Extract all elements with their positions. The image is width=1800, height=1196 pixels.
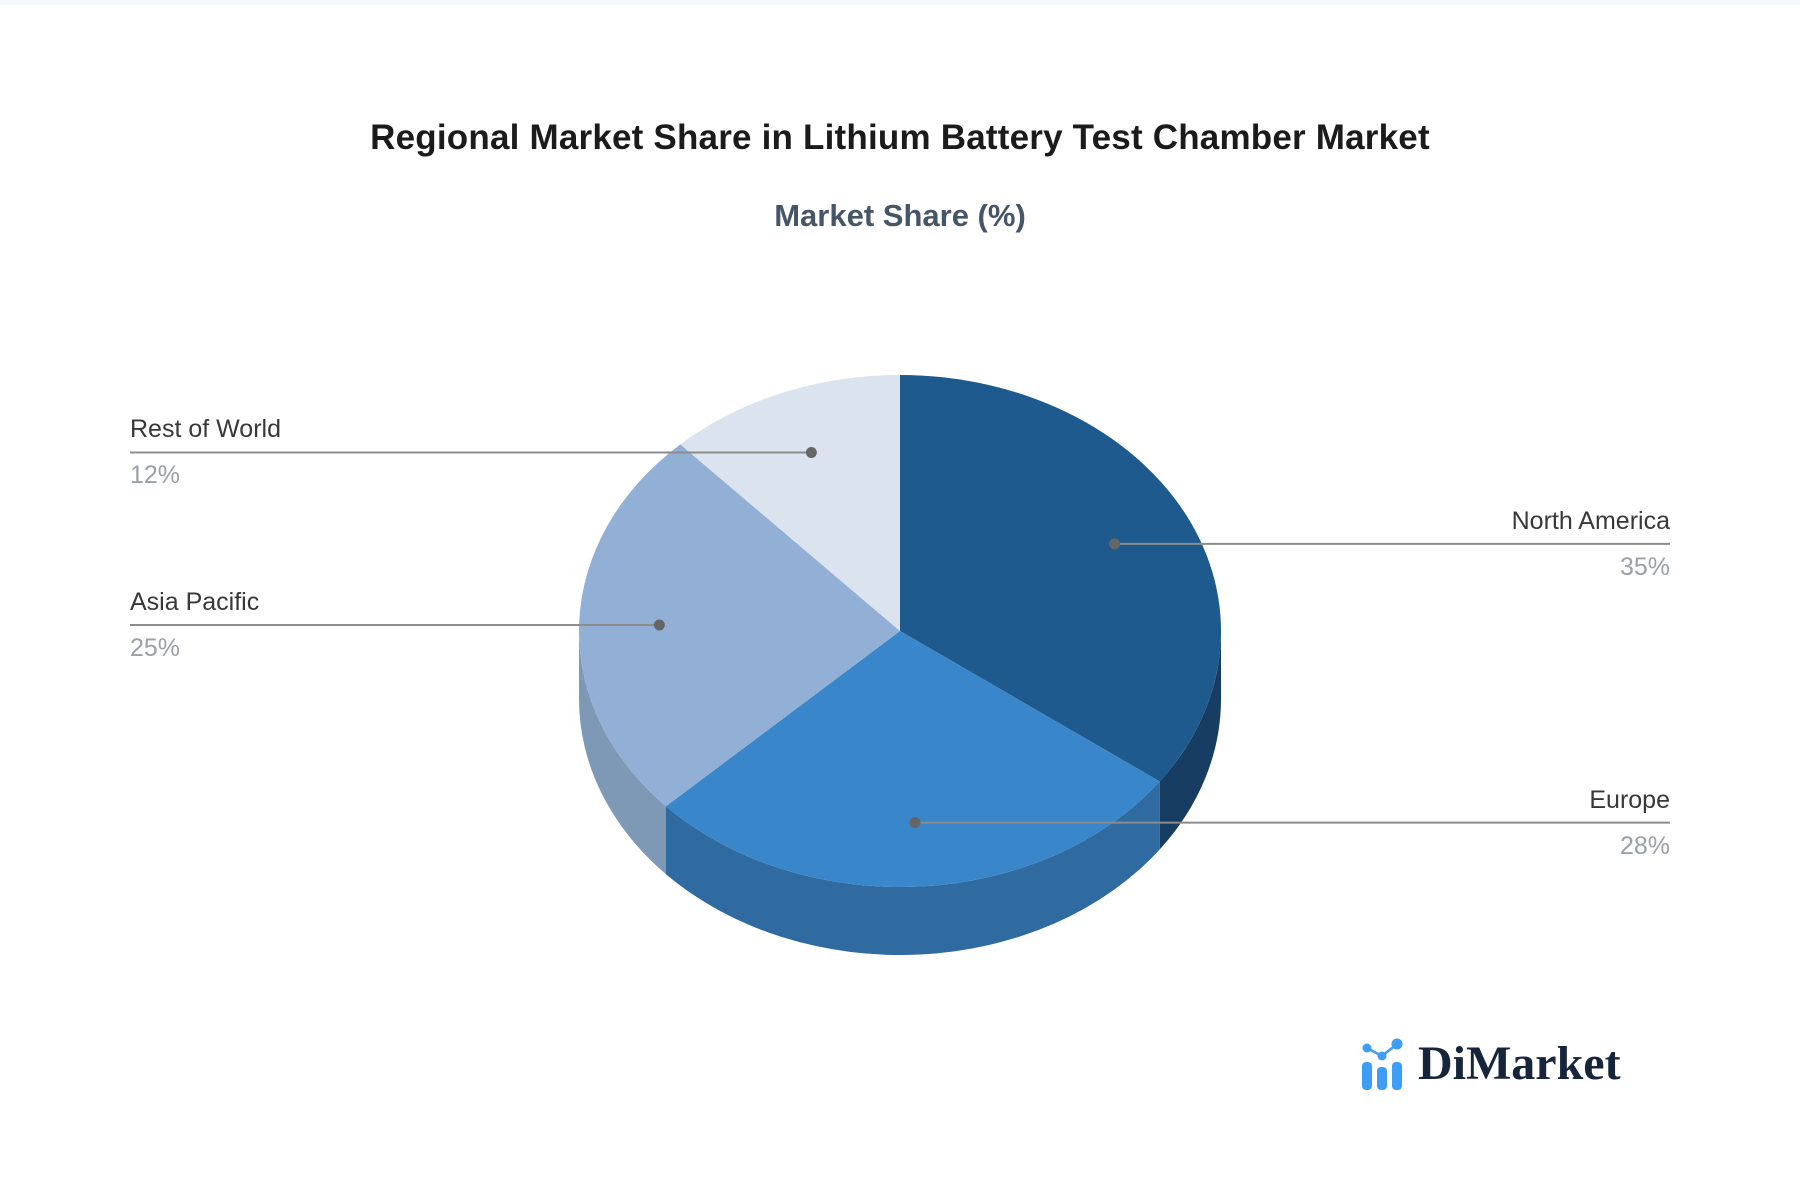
leader-dot-rest-of-world — [805, 446, 817, 458]
pie-slice-side-north-america — [1159, 631, 1221, 850]
slice-label-percent: 28% — [1619, 832, 1670, 860]
pie-slice-rest-of-world[interactable] — [680, 375, 900, 631]
bar-chart-icon — [1362, 1038, 1403, 1090]
leader-dot-asia-pacific — [653, 619, 665, 631]
pie-slice-side-europe — [666, 781, 1160, 955]
dimarket-logo: DiMarket — [1360, 1038, 1621, 1090]
slice-label-name: Rest of World — [130, 415, 281, 443]
slice-label-name: Europe — [1589, 786, 1670, 814]
slice-label-percent: 35% — [1619, 553, 1670, 581]
top-strip — [0, 0, 1800, 5]
logo-text: DiMarket — [1418, 1037, 1621, 1090]
slice-label-europe: Europe 28% — [1589, 785, 1670, 861]
pie-slice-asia-pacific[interactable] — [579, 444, 900, 807]
chart-subtitle: Market Share (%) — [774, 198, 1026, 233]
pie-slice-north-america[interactable] — [900, 375, 1221, 782]
slice-label-rest-of-world: Rest of World 12% — [130, 414, 281, 490]
slice-label-name: North America — [1511, 507, 1670, 535]
pie-slice-side-asia-pacific — [579, 631, 667, 875]
slice-label-name: Asia Pacific — [130, 588, 260, 616]
slice-label-asia-pacific: Asia Pacific 25% — [130, 587, 259, 663]
chart-title: Regional Market Share in Lithium Battery… — [370, 118, 1430, 157]
slice-label-percent: 12% — [130, 461, 181, 489]
slice-label-percent: 25% — [130, 634, 181, 662]
slice-label-north-america: North America 35% — [1512, 506, 1670, 582]
leader-dot-europe — [909, 817, 921, 829]
leader-dot-north-america — [1109, 538, 1121, 550]
